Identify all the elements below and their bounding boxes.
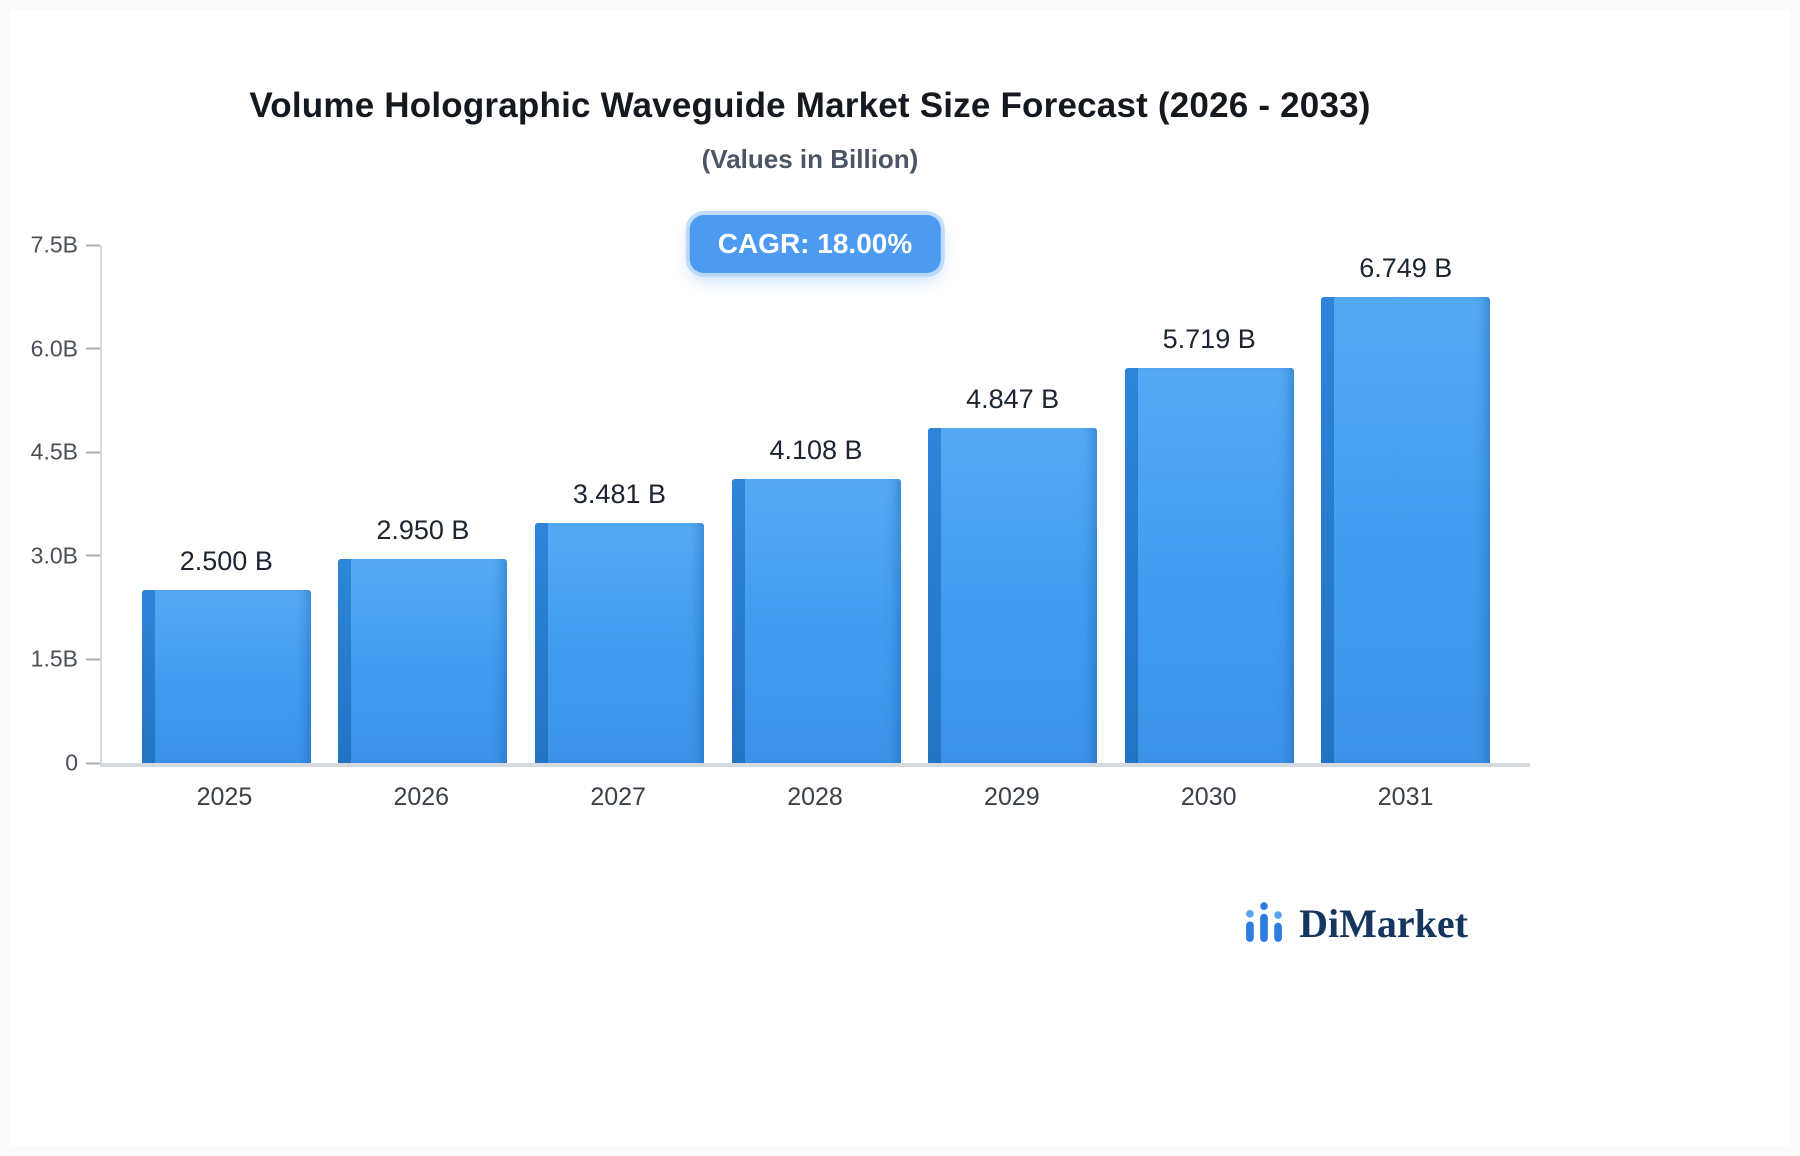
x-axis-labels: 2025 2026 2027 2028 2029 2030 2031	[100, 783, 1530, 812]
page-title: Volume Holographic Waveguide Market Size…	[249, 86, 1371, 125]
bar-2031	[1321, 296, 1491, 764]
x-axis-label: 2025	[196, 783, 253, 811]
chart-subtitle: (Values in Billion)	[701, 144, 919, 174]
bar-2026	[338, 559, 508, 763]
y-tick-label: 1.5B	[30, 645, 78, 672]
y-tick: 3.0B	[31, 542, 100, 569]
bars-row: 2.500 B 2.950 B 3.481 B 4.108 B 4.847 B 5.719…	[102, 245, 1530, 764]
y-tick-label: 6.0B	[30, 335, 78, 362]
y-tick: 6.0B	[31, 335, 100, 362]
bar-value-label: 4.847 B	[966, 384, 1060, 415]
bar-slot: 4.847 B	[914, 245, 1111, 763]
bar-slot: 6.749 B	[1307, 245, 1504, 764]
x-axis-label: 2029	[984, 783, 1040, 811]
bar-value-label: 4.108 B	[769, 435, 863, 466]
chart-container: 7.5B 6.0B 4.5B 3.0B 1.5B 0 CAGR: 18.00% 2.500…	[28, 215, 1530, 812]
bar-2028	[731, 479, 901, 763]
bar-value-label: 6.749 B	[1359, 252, 1453, 283]
x-axis-label: 2026	[393, 783, 450, 811]
bar-2030	[1124, 368, 1294, 763]
x-axis-label: 2028	[787, 783, 843, 811]
chart-header: Volume Holographic Waveguide Market Size…	[0, 0, 1620, 175]
y-tick-mark	[86, 451, 100, 454]
bar-slot: 2.950 B	[325, 245, 522, 763]
y-tick-mark	[86, 762, 100, 764]
y-tick-mark	[86, 244, 100, 246]
y-tick: 0	[65, 750, 100, 777]
y-tick-label: 7.5B	[30, 231, 78, 258]
y-tick-label: 3.0B	[30, 542, 78, 569]
y-tick-mark	[86, 554, 100, 557]
bar-value-label: 3.481 B	[572, 478, 666, 509]
y-tick-mark	[86, 658, 100, 661]
plot-area: 2.500 B 2.950 B 3.481 B 4.108 B 4.847 B 5.719…	[100, 245, 1530, 767]
y-tick: 7.5B	[31, 232, 100, 259]
y-tick: 1.5B	[31, 646, 100, 673]
bar-chart-logo-icon	[1241, 901, 1287, 947]
x-axis-label: 2031	[1377, 783, 1434, 811]
brand-name: DiMarket	[1299, 901, 1468, 946]
bar-value-label: 5.719 B	[1162, 324, 1256, 355]
bar-slot: 2.500 B	[128, 245, 325, 763]
y-tick-label: 4.5B	[30, 438, 78, 465]
y-tick-label: 0	[65, 749, 78, 776]
bar-value-label: 2.500 B	[179, 546, 273, 577]
y-axis: 7.5B 6.0B 4.5B 3.0B 1.5B 0	[28, 232, 100, 776]
bar-value-label: 2.950 B	[376, 515, 470, 546]
y-tick-mark	[86, 347, 100, 350]
bar-slot: 4.108 B	[718, 245, 915, 763]
bar-2025	[141, 590, 311, 763]
plot-column: CAGR: 18.00% 2.500 B 2.950 B 3.481 B 4.108 …	[100, 215, 1530, 812]
brand-logo: DiMarket	[1241, 900, 1468, 947]
bar-slot: 5.719 B	[1111, 245, 1308, 763]
cagr-badge: CAGR: 18.00%	[689, 215, 941, 273]
bar-2029	[928, 428, 1098, 763]
bar-slot: 3.481 B	[521, 245, 718, 764]
x-axis-label: 2027	[590, 783, 646, 811]
x-axis-label: 2030	[1180, 783, 1237, 811]
y-tick: 4.5B	[31, 439, 100, 466]
bar-2027	[534, 522, 704, 764]
